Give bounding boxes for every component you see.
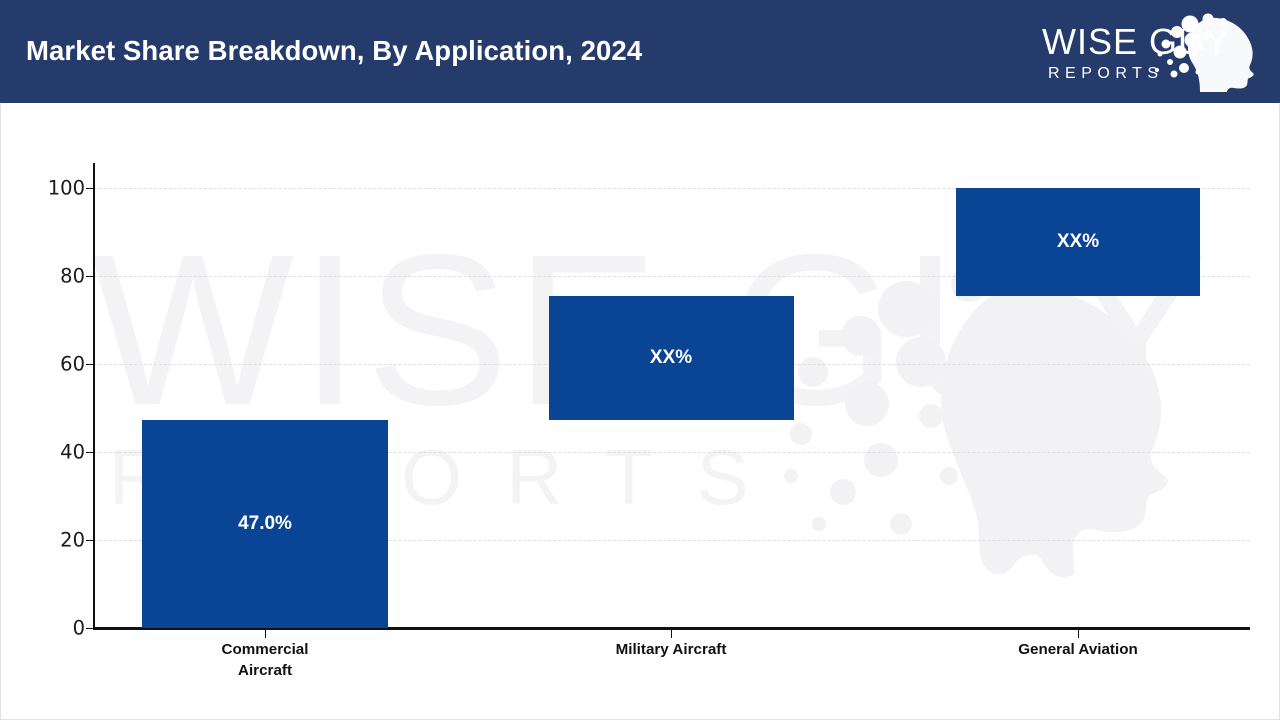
bar-military-aircraft[interactable] xyxy=(549,296,794,420)
chart-axes: 100 80 60 40 20 0 47.0% XX% XX% Commerci… xyxy=(1,104,1279,719)
xtick-label-commercial-aircraft: Commercial Aircraft xyxy=(221,641,309,679)
gridline-20 xyxy=(94,540,1250,541)
ytick-label-20: 20 xyxy=(60,528,85,552)
ytick-label-80: 80 xyxy=(60,264,85,288)
gridline-100 xyxy=(94,188,1250,189)
xtick-mark-general-aviation xyxy=(1078,629,1079,638)
ytick-mark-100 xyxy=(86,188,94,189)
page-title: Market Share Breakdown, By Application, … xyxy=(26,35,643,67)
xtick-mark-commercial-aircraft xyxy=(265,629,266,638)
gridline-40 xyxy=(94,452,1250,453)
xtick-label-general-aviation: General Aviation xyxy=(1018,641,1138,658)
ytick-mark-20 xyxy=(86,540,94,541)
ytick-label-0: 0 xyxy=(72,616,85,640)
gridline-80 xyxy=(94,276,1250,277)
logo-wordmark-line2: REPORTS xyxy=(1048,65,1164,82)
ytick-label-100: 100 xyxy=(47,176,85,200)
logo-wordmark-line1: WISE GUY xyxy=(1042,21,1230,62)
ytick-mark-80 xyxy=(86,276,94,277)
xtick-mark-military-aircraft xyxy=(671,629,672,638)
ytick-label-60: 60 xyxy=(60,352,85,376)
ytick-label-40: 40 xyxy=(60,440,85,464)
bar-commercial-aircraft[interactable] xyxy=(142,420,388,628)
bar-general-aviation[interactable] xyxy=(956,188,1200,296)
ytick-mark-40 xyxy=(86,452,94,453)
chart-plot-area: WISE GUY REPORTS xyxy=(1,104,1279,719)
xtick-label-military-aircraft: Military Aircraft xyxy=(615,641,727,658)
wise-guy-reports-logo: WISE GUY REPORTS xyxy=(1040,10,1266,94)
ytick-mark-60 xyxy=(86,364,94,365)
y-axis-line xyxy=(93,163,95,628)
ytick-mark-0 xyxy=(86,628,94,629)
chart-header: Market Share Breakdown, By Application, … xyxy=(0,0,1280,103)
x-axis-line xyxy=(93,627,1250,630)
logo-graphic: WISE GUY REPORTS xyxy=(1042,13,1254,92)
